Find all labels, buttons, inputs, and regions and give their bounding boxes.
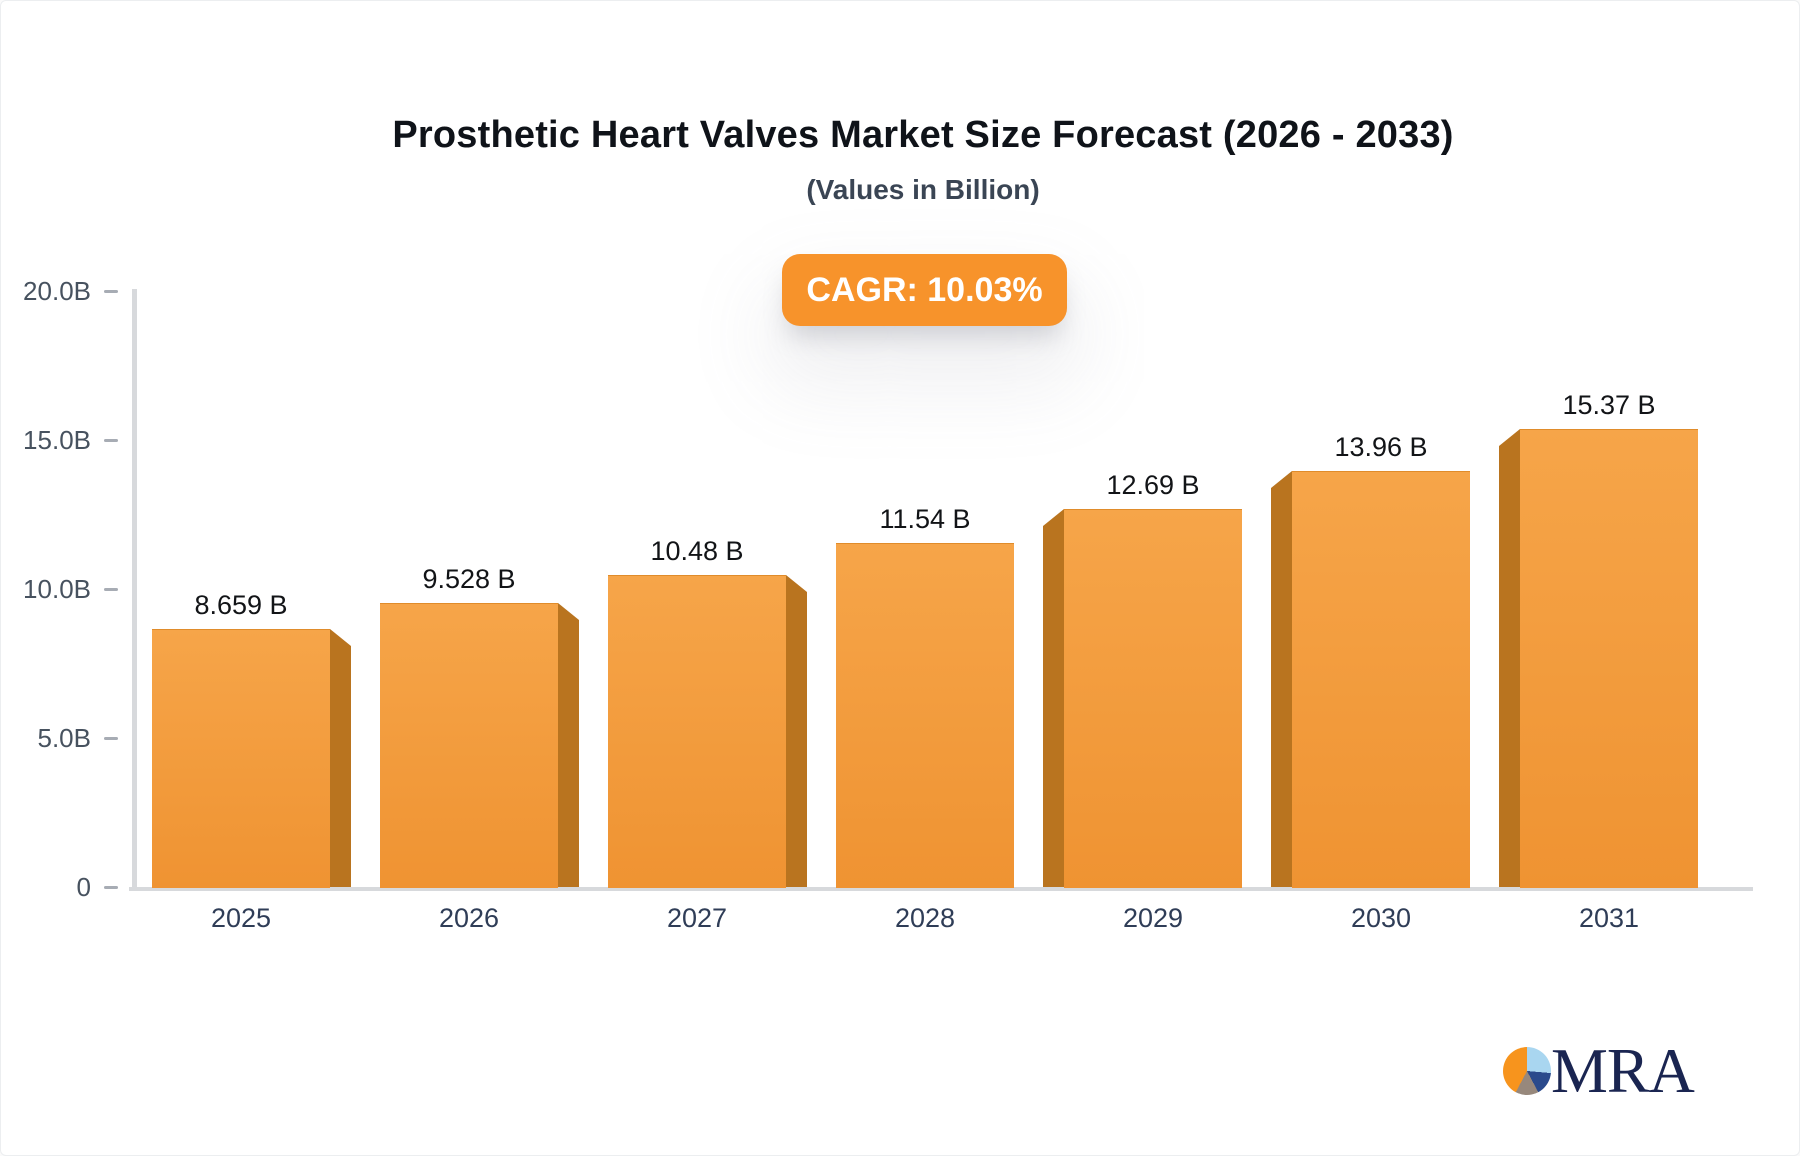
y-axis-line bbox=[132, 289, 137, 889]
bar-3d-side bbox=[330, 629, 351, 887]
bar-2025 bbox=[152, 629, 330, 888]
pie-chart-logo-icon bbox=[1503, 1047, 1551, 1095]
chart-subtitle: (Values in Billion) bbox=[806, 174, 1040, 205]
x-axis-label: 2025 bbox=[210, 903, 272, 933]
logo-text: MRA bbox=[1551, 1035, 1695, 1106]
bar-value-label: 13.96 B bbox=[1334, 432, 1428, 462]
y-axis-tick-label: 15.0B bbox=[23, 425, 91, 455]
bar-value-label: 9.528 B bbox=[422, 564, 516, 594]
bar-2027 bbox=[608, 575, 786, 888]
bar-3d-side bbox=[558, 603, 579, 887]
y-axis-tick-mark bbox=[104, 737, 118, 740]
y-axis-tick-label: 20.0B bbox=[23, 276, 91, 306]
x-axis-label: 2030 bbox=[1350, 903, 1412, 933]
y-axis-tick-mark bbox=[104, 886, 118, 889]
bar-3d-side bbox=[1271, 471, 1292, 887]
y-axis-tick-mark bbox=[104, 588, 118, 591]
bar-value-label: 12.69 B bbox=[1106, 470, 1200, 500]
bar-2026 bbox=[380, 603, 558, 888]
bar-2029 bbox=[1064, 509, 1242, 888]
bar-2030 bbox=[1292, 471, 1470, 888]
bar-value-label: 10.48 B bbox=[650, 536, 744, 566]
x-axis-label: 2028 bbox=[894, 903, 956, 933]
y-axis-tick-mark bbox=[104, 290, 118, 293]
bar-2028 bbox=[836, 543, 1014, 888]
bar-3d-side bbox=[1499, 429, 1520, 887]
x-axis-label: 2029 bbox=[1122, 903, 1184, 933]
bar-3d-side bbox=[1043, 509, 1064, 887]
y-axis-tick-label: 5.0B bbox=[37, 723, 92, 753]
bar-3d-side bbox=[786, 575, 807, 887]
logo: MRA bbox=[1503, 1033, 1695, 1109]
cagr-badge: CAGR: 10.03% bbox=[782, 254, 1067, 326]
y-axis-tick-label: 0 bbox=[76, 872, 91, 902]
x-axis-label: 2026 bbox=[438, 903, 500, 933]
chart-title: Prosthetic Heart Valves Market Size Fore… bbox=[392, 114, 1454, 156]
bar-value-label: 8.659 B bbox=[194, 590, 288, 620]
bar-value-label: 15.37 B bbox=[1562, 390, 1656, 420]
x-axis-label: 2027 bbox=[666, 903, 728, 933]
y-axis-tick-label: 10.0B bbox=[23, 574, 91, 604]
bar-2031 bbox=[1520, 429, 1698, 888]
x-axis-line bbox=[129, 887, 1753, 891]
y-axis-tick-mark bbox=[104, 439, 118, 442]
bar-value-label: 11.54 B bbox=[879, 504, 971, 534]
x-axis-label: 2031 bbox=[1578, 903, 1640, 933]
